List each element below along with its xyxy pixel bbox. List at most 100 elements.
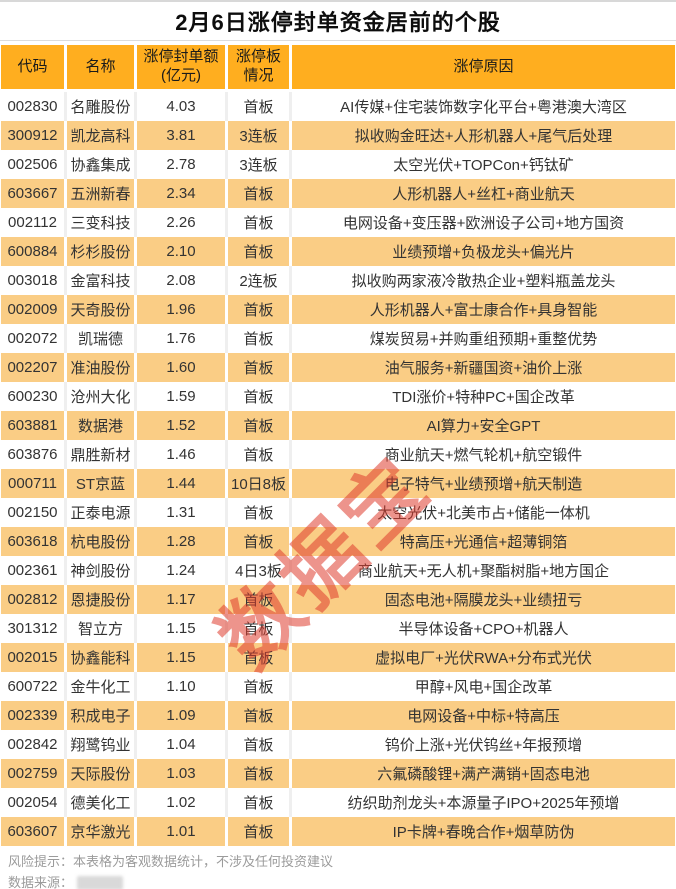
limit-up-reason: AI算力+安全GPT	[292, 411, 675, 440]
limit-up-reason: 商业航天+燃气轮机+航空锻件	[292, 440, 675, 469]
limit-up-reason: AI传媒+住宅装饰数字化平台+粤港澳大湾区	[292, 92, 675, 121]
col-header-name: 名称	[67, 45, 137, 89]
limit-up-reason: 拟收购两家液冷散热企业+塑料瓶盖龙头	[292, 266, 675, 295]
page-title: 2月6日涨停封单资金居前的个股	[175, 10, 501, 35]
table-row: 603881 数据港 1.52 首板 AI算力+安全GPT	[1, 411, 675, 440]
limit-up-order-amount: 1.28	[137, 527, 228, 556]
limit-up-order-amount: 1.52	[137, 411, 228, 440]
stock-code: 600722	[1, 672, 67, 701]
stock-name: 积成电子	[67, 701, 137, 730]
limit-up-reason: 钨价上涨+光伏钨丝+年报预增	[292, 730, 675, 759]
limit-up-board-status: 首板	[228, 701, 292, 730]
stock-name: 协鑫集成	[67, 150, 137, 179]
limit-up-order-amount: 1.24	[137, 556, 228, 585]
limit-up-order-amount: 2.78	[137, 150, 228, 179]
limit-up-reason: 固态电池+隔膜龙头+业绩扭亏	[292, 585, 675, 614]
limit-up-board-status: 首板	[228, 817, 292, 846]
stock-name: 准油股份	[67, 353, 137, 382]
col-header-amount: 涨停封单额 (亿元)	[137, 45, 228, 89]
limit-up-order-amount: 1.59	[137, 382, 228, 411]
stock-name: 五洲新春	[67, 179, 137, 208]
limit-up-board-status: 首板	[228, 353, 292, 382]
limit-up-board-status: 4日3板	[228, 556, 292, 585]
limit-up-order-amount: 1.15	[137, 643, 228, 672]
limit-up-reason: 煤炭贸易+并购重组预期+重整优势	[292, 324, 675, 353]
source-redacted-blur	[77, 876, 124, 889]
stock-name: 金牛化工	[67, 672, 137, 701]
limit-up-board-status: 首板	[228, 208, 292, 237]
limit-up-order-amount: 2.26	[137, 208, 228, 237]
limit-up-reason: 业绩预增+负极龙头+偏光片	[292, 237, 675, 266]
limit-up-reason: 拟收购金旺达+人形机器人+尾气后处理	[292, 121, 675, 150]
table-row: 002054 德美化工 1.02 首板 纺织助剂龙头+本源量子IPO+2025年…	[1, 788, 675, 817]
stock-code: 301312	[1, 614, 67, 643]
limit-up-board-status: 首板	[228, 643, 292, 672]
table-row: 600884 杉杉股份 2.10 首板 业绩预增+负极龙头+偏光片	[1, 237, 675, 266]
limit-up-order-amount: 1.17	[137, 585, 228, 614]
stock-code: 603607	[1, 817, 67, 846]
limit-up-board-status: 首板	[228, 672, 292, 701]
table-row: 600722 金牛化工 1.10 首板 甲醇+风电+国企改革	[1, 672, 675, 701]
limit-up-board-status: 2连板	[228, 266, 292, 295]
table-row: 000711 ST京蓝 1.44 10日8板 电子特气+业绩预增+航天制造	[1, 469, 675, 498]
limit-up-order-amount: 2.34	[137, 179, 228, 208]
stock-code: 000711	[1, 469, 67, 498]
title-divider	[0, 40, 676, 41]
stock-name: 三变科技	[67, 208, 137, 237]
stock-code: 600884	[1, 237, 67, 266]
limit-up-order-amount: 2.08	[137, 266, 228, 295]
limit-up-board-status: 首板	[228, 237, 292, 266]
col-header-amount-line1: 涨停封单额	[143, 48, 219, 66]
stock-code: 002759	[1, 759, 67, 788]
stock-name: 智立方	[67, 614, 137, 643]
table-row: 002506 协鑫集成 2.78 3连板 太空光伏+TOPCon+钙钛矿	[1, 150, 675, 179]
limit-up-order-amount: 3.81	[137, 121, 228, 150]
stock-code: 002830	[1, 92, 67, 121]
limit-up-reason: 电网设备+变压器+欧洲设子公司+地方国资	[292, 208, 675, 237]
stock-name: 凯瑞德	[67, 324, 137, 353]
limit-up-order-amount: 1.03	[137, 759, 228, 788]
limit-up-order-amount: 1.96	[137, 295, 228, 324]
stock-code: 002150	[1, 498, 67, 527]
table-row: 003018 金富科技 2.08 2连板 拟收购两家液冷散热企业+塑料瓶盖龙头	[1, 266, 675, 295]
stock-name: ST京蓝	[67, 469, 137, 498]
table-row: 002072 凯瑞德 1.76 首板 煤炭贸易+并购重组预期+重整优势	[1, 324, 675, 353]
table-row: 002150 正泰电源 1.31 首板 太空光伏+北美市占+储能一体机	[1, 498, 675, 527]
limit-up-order-amount: 1.44	[137, 469, 228, 498]
stock-name: 正泰电源	[67, 498, 137, 527]
limit-up-order-amount: 1.09	[137, 701, 228, 730]
stock-name: 金富科技	[67, 266, 137, 295]
limit-up-reason: 电子特气+业绩预增+航天制造	[292, 469, 675, 498]
limit-up-board-status: 首板	[228, 759, 292, 788]
table-footer: 风险提示：本表格为客观数据统计，不涉及任何投资建议 数据来源：	[0, 846, 676, 889]
stock-code: 002812	[1, 585, 67, 614]
stock-name: 协鑫能科	[67, 643, 137, 672]
limit-up-reason: 太空光伏+TOPCon+钙钛矿	[292, 150, 675, 179]
stock-name: 杭电股份	[67, 527, 137, 556]
limit-up-board-status: 首板	[228, 498, 292, 527]
stock-code: 002339	[1, 701, 67, 730]
source-label: 数据来源：	[8, 875, 74, 889]
stock-code: 002207	[1, 353, 67, 382]
stock-code: 002009	[1, 295, 67, 324]
stock-code: 003018	[1, 266, 67, 295]
col-header-amount-line2: (亿元)	[161, 67, 201, 84]
table-row: 002361 神剑股份 1.24 4日3板 商业航天+无人机+聚酯树脂+地方国企	[1, 556, 675, 585]
limit-up-board-status: 首板	[228, 730, 292, 759]
table-row: 002009 天奇股份 1.96 首板 人形机器人+富士康合作+具身智能	[1, 295, 675, 324]
limit-up-board-status: 首板	[228, 614, 292, 643]
col-header-reason: 涨停原因	[292, 45, 675, 89]
table-row: 603618 杭电股份 1.28 首板 特高压+光通信+超薄铜箔	[1, 527, 675, 556]
table-row: 600230 沧州大化 1.59 首板 TDI涨价+特种PC+国企改革	[1, 382, 675, 411]
table-row: 603876 鼎胜新材 1.46 首板 商业航天+燃气轮机+航空锻件	[1, 440, 675, 469]
col-header-code: 代码	[1, 45, 67, 89]
limit-up-order-amount: 1.46	[137, 440, 228, 469]
limit-up-order-amount: 1.01	[137, 817, 228, 846]
stock-name: 凯龙高科	[67, 121, 137, 150]
limit-up-board-status: 10日8板	[228, 469, 292, 498]
limit-up-reason: IP卡牌+春晚合作+烟草防伪	[292, 817, 675, 846]
table-row: 002339 积成电子 1.09 首板 电网设备+中标+特高压	[1, 701, 675, 730]
limit-up-board-status: 首板	[228, 585, 292, 614]
limit-up-reason: 太空光伏+北美市占+储能一体机	[292, 498, 675, 527]
limit-up-board-status: 首板	[228, 295, 292, 324]
